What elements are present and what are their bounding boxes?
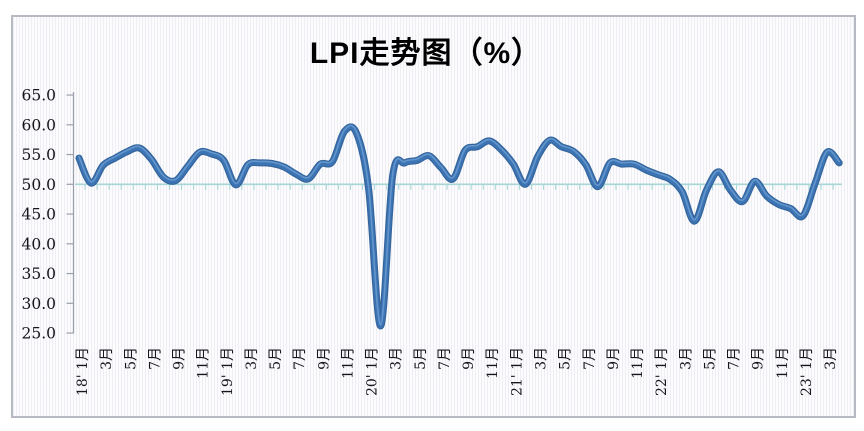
y-tick-label: 35.0: [21, 265, 56, 283]
x-tick-label: 9月: [606, 347, 622, 370]
x-tick-label: 7月: [727, 347, 743, 370]
x-tick-label: 7月: [292, 347, 308, 370]
x-tick-label: 22' 1月: [654, 347, 670, 396]
x-tick-label: 11月: [630, 347, 646, 379]
x-tick-label: 9月: [751, 347, 767, 370]
x-tick-label: 3月: [99, 347, 115, 370]
x-tick-label: 9月: [461, 347, 477, 370]
x-tick-label: 5月: [413, 347, 429, 370]
x-tick-label: 3月: [678, 347, 694, 370]
x-tick-label: 23' 1月: [799, 347, 815, 396]
x-axis-labels: 18' 1月 3月 5月 7月 9月 11月 19' 1月 3月 5月 7月 9月 11月 20' 1月…: [75, 347, 839, 396]
chart-frame: [11, 15, 856, 418]
x-tick-label: 20' 1月: [365, 347, 381, 396]
x-tick-label: 3月: [244, 347, 260, 370]
x-tick-label: 7月: [437, 347, 453, 370]
y-axis: 65.0 60.0 55.0 50.0 45.0 40.0 35.0 30.0 25.0: [21, 87, 75, 343]
y-tick-label: 65.0: [21, 87, 56, 105]
x-tick-label: 5月: [268, 347, 284, 370]
x-tick-label: 9月: [172, 347, 188, 370]
x-tick-label: 5月: [702, 347, 718, 370]
x-tick-label: 3月: [534, 347, 550, 370]
x-tick-label: 18' 1月: [75, 347, 91, 396]
y-tick-label: 40.0: [21, 235, 56, 253]
x-tick-label: 3月: [389, 347, 405, 370]
lpi-line-highlight: [78, 124, 840, 326]
x-tick-label: 3月: [823, 347, 839, 370]
x-tick-label: 7月: [582, 347, 598, 370]
chart-title: LPI走势图（%）: [310, 36, 542, 70]
x-tick-label: 7月: [147, 347, 163, 370]
x-tick-label: 11月: [340, 347, 356, 379]
x-tick-label: 11月: [485, 347, 501, 379]
x-tick-label: 5月: [558, 347, 574, 370]
x-tick-label: 9月: [316, 347, 332, 370]
y-tick-label: 55.0: [21, 146, 56, 164]
x-tick-label: 5月: [123, 347, 139, 370]
x-tick-label: 11月: [775, 347, 791, 379]
y-tick-label: 30.0: [21, 295, 56, 313]
y-tick-label: 45.0: [21, 206, 56, 224]
y-tick-label: 50.0: [21, 176, 56, 194]
x-tick-label: 11月: [196, 347, 212, 379]
x-tick-label: 19' 1月: [220, 347, 236, 396]
y-tick-label: 60.0: [21, 116, 56, 134]
lpi-series-line: [75, 123, 843, 330]
y-tick-label: 25.0: [21, 325, 56, 343]
x-tick-label: 21' 1月: [509, 347, 525, 396]
